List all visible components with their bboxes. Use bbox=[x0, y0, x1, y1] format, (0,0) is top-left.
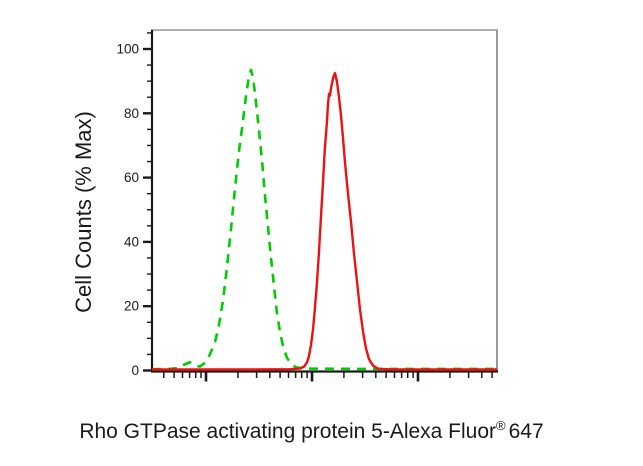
figure-caption: Rho GTPase activating protein 5-Alexa Fl… bbox=[0, 418, 633, 444]
y-axis-title: Cell Counts (% Max) bbox=[71, 111, 96, 313]
y-tick-label: 60 bbox=[124, 170, 139, 185]
red-solid-curve bbox=[152, 71, 497, 371]
registered-trademark-symbol: ® bbox=[496, 418, 506, 433]
y-tick-label: 0 bbox=[131, 363, 139, 378]
y-tick-label: 80 bbox=[124, 106, 139, 121]
caption-text: Rho GTPase activating protein 5-Alexa Fl… bbox=[79, 420, 497, 443]
y-tick-label: 100 bbox=[116, 42, 139, 57]
y-tick-label: 20 bbox=[124, 299, 139, 314]
caption-number: 647 bbox=[508, 420, 544, 443]
y-tick-label: 40 bbox=[124, 234, 139, 249]
green-dashed-curve bbox=[151, 68, 497, 371]
